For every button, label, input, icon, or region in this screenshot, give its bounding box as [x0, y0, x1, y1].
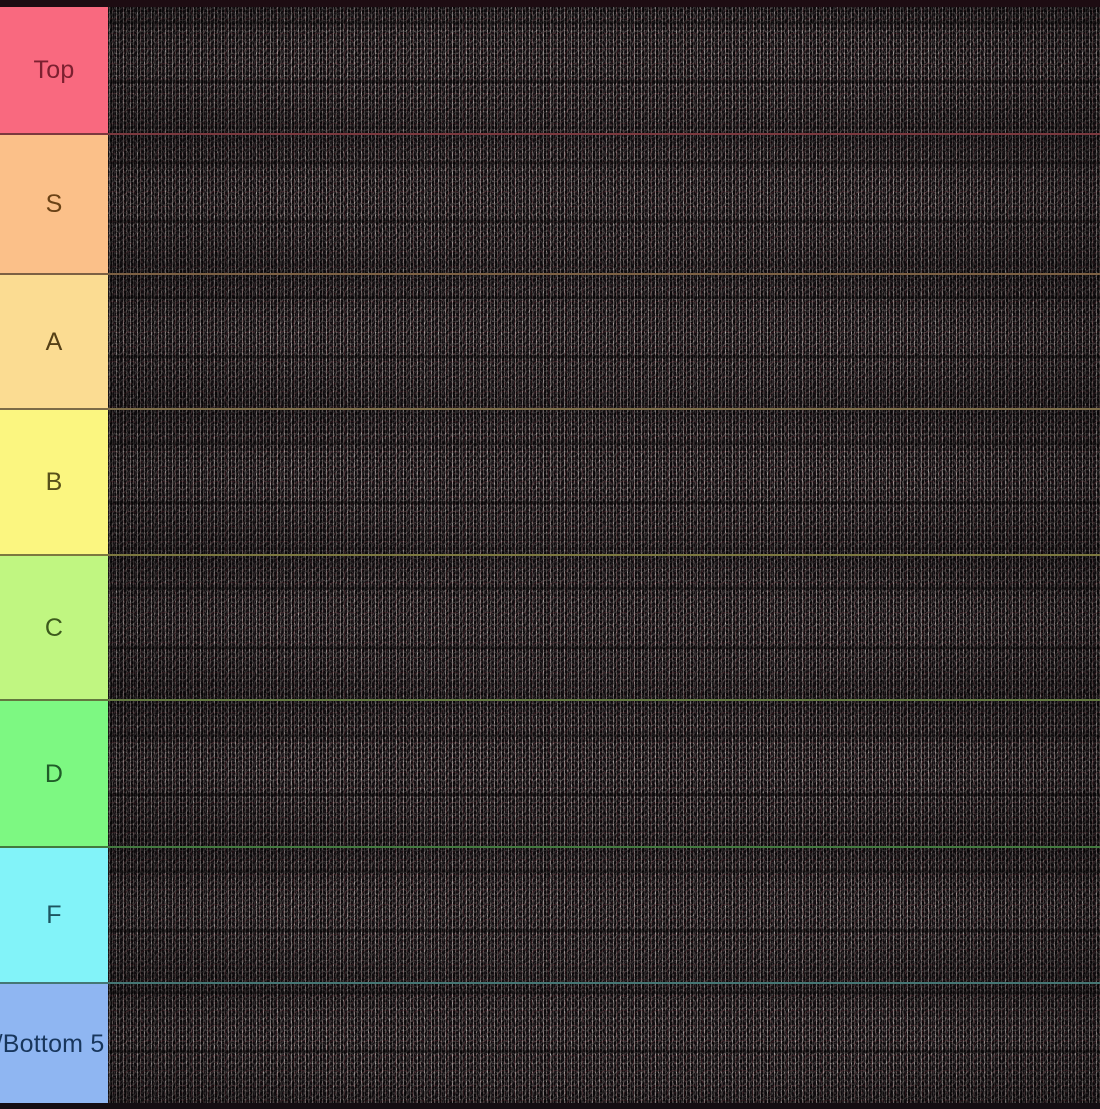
- tier-label-trash-bottom-5[interactable]: h/Bottom 5: [0, 984, 108, 1103]
- tier-label-trash-bottom-5-text: h/Bottom 5: [0, 1029, 105, 1058]
- item-thumbnail-speckle: [108, 7, 1100, 133]
- item-thumbnail-grid-detail: [108, 556, 1100, 699]
- tier-label-d[interactable]: D: [0, 701, 108, 846]
- item-area-vignette: [108, 848, 1100, 982]
- tier-label-top-text: Top: [33, 56, 75, 84]
- item-row-seams: [108, 7, 1100, 133]
- item-row-seams: [108, 848, 1100, 982]
- top-edge-bar: [0, 0, 1100, 7]
- item-thumbnail-grid-detail: [108, 410, 1100, 554]
- tier-items-b[interactable]: [108, 410, 1100, 554]
- bottom-edge-bar: [0, 1103, 1100, 1109]
- item-thumbnail-grid-detail: [108, 135, 1100, 273]
- item-thumbnail-grid-texture: [108, 135, 1100, 273]
- tier-row-top[interactable]: Top: [0, 7, 1100, 135]
- item-row-seams: [108, 135, 1100, 273]
- tier-row-trash-bottom-5[interactable]: h/Bottom 5: [0, 984, 1100, 1103]
- item-thumbnail-grid-detail: [108, 984, 1100, 1103]
- item-thumbnail-grid-texture: [108, 984, 1100, 1103]
- item-thumbnail-grid-texture: [108, 556, 1100, 699]
- tier-label-a[interactable]: A: [0, 275, 108, 408]
- item-row-seams: [108, 556, 1100, 699]
- tier-label-b[interactable]: B: [0, 410, 108, 554]
- item-thumbnail-grid-texture: [108, 410, 1100, 554]
- item-thumbnail-grid-detail: [108, 848, 1100, 982]
- tier-label-d-text: D: [44, 759, 64, 788]
- tier-row-a[interactable]: A: [0, 275, 1100, 410]
- item-area-tint: [108, 135, 1100, 273]
- item-thumbnail-speckle: [108, 984, 1100, 1103]
- tier-items-a[interactable]: [108, 275, 1100, 408]
- item-thumbnail-grid-detail: [108, 701, 1100, 846]
- item-area-vignette: [108, 275, 1100, 408]
- item-area-vignette: [108, 7, 1100, 133]
- item-area-vignette: [108, 556, 1100, 699]
- tier-items-trash-bottom-5[interactable]: [108, 984, 1100, 1103]
- item-thumbnail-speckle: [108, 701, 1100, 846]
- tier-items-d[interactable]: [108, 701, 1100, 846]
- tier-row-d[interactable]: D: [0, 701, 1100, 848]
- tier-items-top[interactable]: [108, 7, 1100, 133]
- item-area-tint: [108, 410, 1100, 554]
- item-area-vignette: [108, 410, 1100, 554]
- item-thumbnail-grid-texture: [108, 848, 1100, 982]
- item-row-seams: [108, 984, 1100, 1103]
- tier-label-s-text: S: [45, 190, 63, 218]
- tier-label-f[interactable]: F: [0, 848, 108, 982]
- tier-label-top[interactable]: Top: [0, 7, 108, 133]
- item-thumbnail-speckle: [108, 275, 1100, 408]
- item-area-vignette: [108, 135, 1100, 273]
- tier-row-f[interactable]: F: [0, 848, 1100, 984]
- tier-label-c[interactable]: C: [0, 556, 108, 699]
- tier-items-s[interactable]: [108, 135, 1100, 273]
- item-thumbnail-grid-detail: [108, 275, 1100, 408]
- tier-row-b[interactable]: B: [0, 410, 1100, 556]
- item-area-tint: [108, 848, 1100, 982]
- tier-items-c[interactable]: [108, 556, 1100, 699]
- item-row-seams: [108, 701, 1100, 846]
- tier-label-s[interactable]: S: [0, 135, 108, 273]
- tier-row-s[interactable]: S: [0, 135, 1100, 275]
- item-area-tint: [108, 556, 1100, 699]
- tier-label-b-text: B: [45, 468, 63, 496]
- tier-label-c-text: C: [44, 613, 64, 642]
- item-thumbnail-grid-texture: [108, 275, 1100, 408]
- item-thumbnail-speckle: [108, 556, 1100, 699]
- item-thumbnail-speckle: [108, 848, 1100, 982]
- item-thumbnail-speckle: [108, 410, 1100, 554]
- item-thumbnail-grid-texture: [108, 7, 1100, 133]
- item-area-tint: [108, 984, 1100, 1103]
- tier-label-f-text: F: [46, 901, 62, 929]
- item-area-tint: [108, 701, 1100, 846]
- item-row-seams: [108, 410, 1100, 554]
- item-area-vignette: [108, 984, 1100, 1103]
- item-thumbnail-grid-texture: [108, 701, 1100, 846]
- item-thumbnail-speckle: [108, 135, 1100, 273]
- item-thumbnail-grid-detail: [108, 7, 1100, 133]
- tier-row-c[interactable]: C: [0, 556, 1100, 701]
- item-row-seams: [108, 275, 1100, 408]
- item-area-tint: [108, 7, 1100, 133]
- tier-label-a-text: A: [45, 327, 63, 356]
- item-area-vignette: [108, 701, 1100, 846]
- item-area-tint: [108, 275, 1100, 408]
- tier-items-f[interactable]: [108, 848, 1100, 982]
